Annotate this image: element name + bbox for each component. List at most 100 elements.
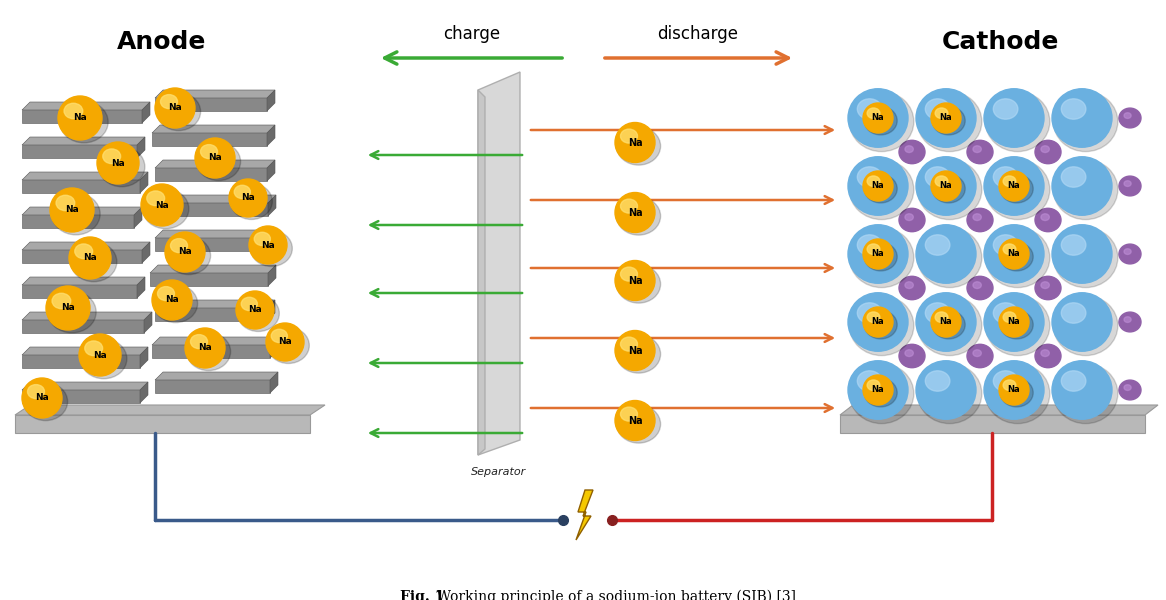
Ellipse shape	[1035, 344, 1061, 368]
Ellipse shape	[930, 171, 961, 201]
Ellipse shape	[985, 227, 1049, 287]
Polygon shape	[150, 195, 276, 203]
Ellipse shape	[69, 237, 111, 279]
Ellipse shape	[918, 227, 982, 287]
FancyBboxPatch shape	[840, 415, 1145, 433]
Polygon shape	[22, 250, 142, 263]
Ellipse shape	[864, 106, 897, 135]
Ellipse shape	[103, 149, 120, 164]
Ellipse shape	[993, 303, 1018, 323]
Polygon shape	[22, 145, 136, 158]
Ellipse shape	[857, 167, 881, 187]
Ellipse shape	[935, 108, 948, 118]
Polygon shape	[22, 102, 150, 110]
Ellipse shape	[56, 195, 75, 211]
Ellipse shape	[849, 364, 914, 424]
Text: Na: Na	[61, 304, 75, 313]
Ellipse shape	[932, 175, 965, 203]
Polygon shape	[22, 285, 136, 298]
Polygon shape	[478, 90, 485, 455]
Polygon shape	[22, 180, 140, 193]
Polygon shape	[576, 490, 593, 540]
Ellipse shape	[1061, 303, 1086, 323]
Ellipse shape	[999, 375, 1030, 405]
Text: Separator: Separator	[471, 467, 527, 477]
Polygon shape	[140, 172, 148, 193]
Polygon shape	[155, 372, 278, 380]
Ellipse shape	[899, 208, 925, 232]
Polygon shape	[22, 382, 148, 390]
Ellipse shape	[930, 307, 961, 337]
Ellipse shape	[967, 208, 993, 232]
Ellipse shape	[154, 284, 197, 323]
Ellipse shape	[272, 329, 287, 343]
Text: Na: Na	[241, 193, 255, 202]
Ellipse shape	[1000, 175, 1033, 203]
Ellipse shape	[1119, 176, 1142, 196]
Text: Na: Na	[35, 394, 49, 403]
Ellipse shape	[1052, 293, 1112, 351]
Text: Na: Na	[872, 385, 884, 395]
Ellipse shape	[926, 167, 950, 187]
Text: Na: Na	[627, 208, 642, 217]
Ellipse shape	[197, 143, 240, 181]
Ellipse shape	[905, 282, 913, 289]
Ellipse shape	[617, 127, 661, 165]
Ellipse shape	[1124, 385, 1131, 391]
Text: Na: Na	[872, 250, 884, 259]
Ellipse shape	[620, 337, 638, 351]
Polygon shape	[155, 98, 267, 111]
Ellipse shape	[984, 225, 1044, 283]
Ellipse shape	[1124, 249, 1131, 254]
Text: Na: Na	[872, 113, 884, 122]
Polygon shape	[267, 90, 275, 111]
Ellipse shape	[857, 99, 881, 119]
Text: Na: Na	[168, 103, 182, 113]
Ellipse shape	[985, 160, 1049, 220]
Polygon shape	[22, 172, 148, 180]
Ellipse shape	[972, 350, 982, 356]
Ellipse shape	[984, 361, 1044, 419]
Ellipse shape	[170, 239, 188, 253]
Polygon shape	[152, 133, 267, 146]
Ellipse shape	[993, 371, 1018, 391]
Ellipse shape	[52, 293, 71, 308]
Ellipse shape	[51, 193, 100, 235]
Ellipse shape	[899, 276, 925, 299]
Ellipse shape	[849, 296, 914, 356]
Polygon shape	[140, 347, 148, 368]
Ellipse shape	[857, 371, 881, 391]
Polygon shape	[152, 337, 278, 345]
Ellipse shape	[1053, 92, 1118, 152]
Ellipse shape	[999, 307, 1030, 337]
Text: Na: Na	[248, 305, 262, 314]
Polygon shape	[268, 195, 276, 216]
Text: Fig. 1: Fig. 1	[400, 590, 444, 600]
Ellipse shape	[1052, 89, 1112, 147]
Ellipse shape	[231, 184, 273, 220]
Polygon shape	[155, 238, 267, 251]
Ellipse shape	[620, 199, 638, 213]
Text: Na: Na	[1007, 317, 1020, 326]
Ellipse shape	[1124, 317, 1131, 322]
Ellipse shape	[617, 197, 661, 235]
Ellipse shape	[1035, 276, 1061, 299]
Polygon shape	[267, 300, 275, 321]
Ellipse shape	[1041, 350, 1049, 356]
Ellipse shape	[71, 242, 117, 282]
Ellipse shape	[185, 328, 225, 368]
Ellipse shape	[863, 375, 893, 405]
Ellipse shape	[848, 293, 908, 351]
Ellipse shape	[849, 227, 914, 287]
Ellipse shape	[967, 344, 993, 368]
Ellipse shape	[932, 310, 965, 339]
Text: Na: Na	[627, 137, 642, 148]
Ellipse shape	[849, 160, 914, 220]
Ellipse shape	[141, 184, 183, 226]
Ellipse shape	[918, 296, 982, 356]
Ellipse shape	[857, 235, 881, 255]
Ellipse shape	[848, 157, 908, 215]
Ellipse shape	[22, 378, 62, 418]
Ellipse shape	[849, 92, 914, 152]
Ellipse shape	[195, 138, 236, 178]
